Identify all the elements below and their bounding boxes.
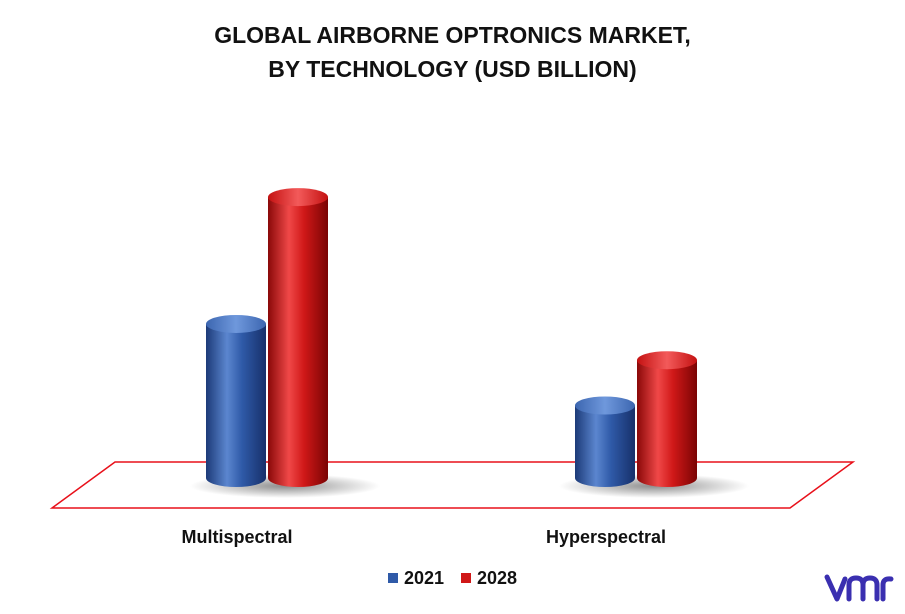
bars-layer [190,188,749,498]
bar-body [206,323,266,487]
bar-cap [206,314,266,333]
legend-label-2028: 2028 [477,567,518,588]
chart-legend: 2021 2028 [0,567,905,589]
category-label-hyperspectral: Hyperspectral [546,527,666,547]
bar-multispectral-2028 [268,188,328,487]
chart-title-line-1: GLOBAL AIRBORNE OPTRONICS MARKET, [214,22,691,48]
chart-title: GLOBAL AIRBORNE OPTRONICS MARKET, BY TEC… [0,18,905,86]
bar-cap [637,351,697,370]
bar-hyperspectral-2021 [575,396,635,487]
legend-item-2021: 2021 [387,567,444,589]
legend-item-2028: 2028 [461,568,517,589]
category-label-multispectral: Multispectral [181,527,292,547]
vmr-logo-icon [823,569,895,610]
bar-body [637,360,697,487]
legend-label-2021: 2021 [403,567,444,588]
bar-cap [575,396,635,415]
chart-title-line-2: BY TECHNOLOGY (USD BILLION) [268,56,637,82]
bar-body [575,405,635,487]
bar-hyperspectral-2028 [637,351,697,487]
bar-body [268,197,328,487]
bar-cap [268,188,328,207]
bar-multispectral-2021 [206,314,266,487]
legend-swatch-2021 [387,573,398,583]
legend-swatch-2028 [461,573,471,583]
category-labels: Multispectral Hyperspectral [181,527,666,547]
